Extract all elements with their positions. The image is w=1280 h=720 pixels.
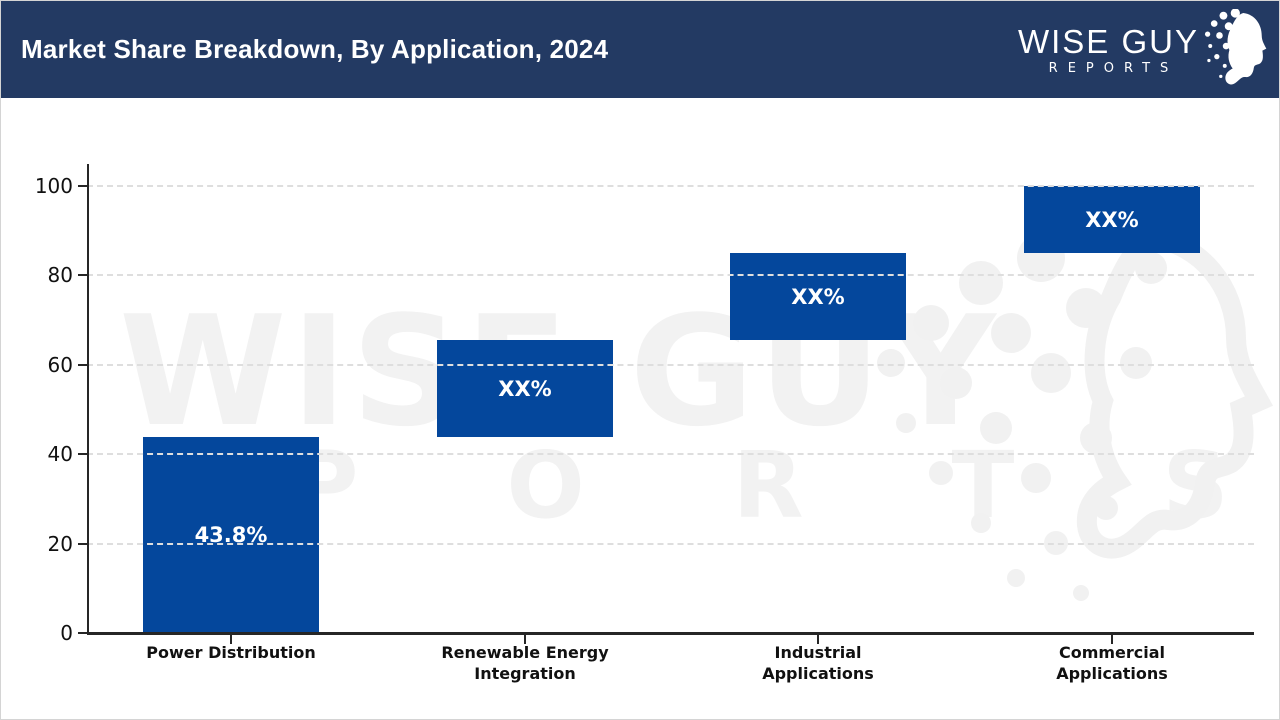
category-label: Industrial Applications bbox=[678, 642, 958, 684]
y-gridline bbox=[87, 363, 1254, 366]
x-tick bbox=[817, 635, 819, 644]
bar: XX% bbox=[437, 340, 613, 438]
y-tick bbox=[78, 363, 87, 366]
category-label: Power Distribution bbox=[91, 642, 371, 663]
x-tick bbox=[524, 635, 526, 644]
logo-dotted-head-icon bbox=[1204, 8, 1267, 84]
category-label-line: Renewable Energy bbox=[441, 643, 609, 662]
y-tick bbox=[78, 453, 87, 456]
bar-value-label: XX% bbox=[498, 376, 552, 401]
y-tick bbox=[78, 632, 87, 634]
watermark-dotted-head-icon bbox=[877, 227, 1274, 601]
y-tick-label: 60 bbox=[47, 352, 73, 377]
category-label: Commercial Applications bbox=[972, 642, 1252, 684]
y-tick-label: 20 bbox=[47, 531, 73, 556]
category-label-line: Applications bbox=[762, 664, 874, 683]
x-tick bbox=[230, 635, 232, 644]
y-tick bbox=[78, 185, 87, 187]
y-tick-label: 0 bbox=[60, 621, 73, 645]
x-axis-spine bbox=[87, 632, 1254, 635]
x-tick bbox=[1111, 635, 1113, 644]
category-label-line: Commercial bbox=[1058, 643, 1166, 662]
y-gridline bbox=[87, 274, 1254, 277]
page-title: Market Share Breakdown, By Application, … bbox=[21, 34, 609, 64]
category-label: Renewable Energy Integration bbox=[385, 642, 665, 684]
y-tick bbox=[78, 542, 87, 545]
y-tick-label: 100 bbox=[34, 174, 73, 198]
category-label-line: Industrial bbox=[774, 643, 862, 662]
report-header: Market Share Breakdown, By Application, … bbox=[1, 1, 1279, 98]
category-label-line: Integration bbox=[474, 664, 576, 683]
y-gridline bbox=[87, 453, 1254, 456]
chart-area: WISE GUY P O R T S 0 20 40 60 80 100 43.8% XX% X… bbox=[1, 98, 1279, 719]
bar-value-label: XX% bbox=[1085, 207, 1139, 232]
y-tick bbox=[78, 274, 87, 277]
y-tick-label: 40 bbox=[47, 442, 73, 467]
bar: XX% bbox=[1024, 186, 1200, 254]
wiseguy-logo: WISE GUY REPORTS bbox=[1018, 8, 1267, 91]
y-gridline bbox=[87, 185, 1254, 187]
bar: XX% bbox=[730, 253, 906, 341]
category-label-line: Applications bbox=[1056, 664, 1168, 683]
logo-name-text: WISE GUY bbox=[1017, 22, 1199, 60]
y-gridline bbox=[87, 542, 1254, 545]
y-axis-spine bbox=[87, 164, 89, 635]
category-label-line: Power Distribution bbox=[146, 643, 316, 662]
bar: 43.8% bbox=[143, 437, 319, 633]
bar-value-label: XX% bbox=[791, 284, 845, 309]
y-tick-label: 80 bbox=[47, 263, 73, 288]
logo-subtitle-text: REPORTS bbox=[1048, 60, 1179, 76]
logo-wordmark: WISE GUY REPORTS bbox=[1018, 25, 1199, 75]
